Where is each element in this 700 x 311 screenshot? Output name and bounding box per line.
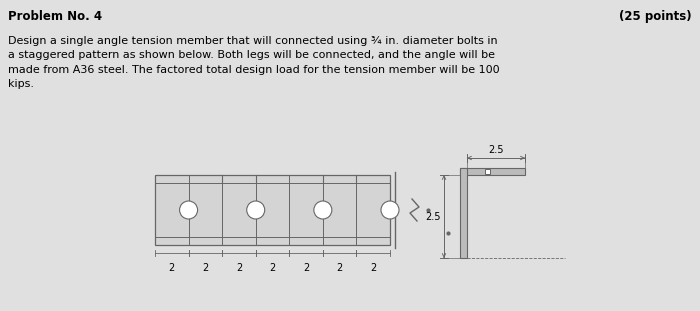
Text: 2: 2 [236,263,242,273]
Bar [460,168,467,258]
Bar [460,168,525,175]
Text: 2: 2 [270,263,276,273]
Text: 2: 2 [370,263,377,273]
Text: 2.5: 2.5 [489,145,504,155]
Text: 2: 2 [337,263,343,273]
Bar [485,169,490,174]
Circle shape [180,201,197,219]
Text: 2.5: 2.5 [426,211,441,221]
Text: Problem No. 4: Problem No. 4 [8,10,102,23]
Circle shape [246,201,265,219]
Text: (25 points): (25 points) [620,10,692,23]
Text: 2: 2 [169,263,175,273]
Circle shape [381,201,399,219]
Circle shape [314,201,332,219]
Text: Design a single angle tension member that will connected using ¾ in. diameter bo: Design a single angle tension member tha… [8,36,500,89]
Text: 2: 2 [303,263,309,273]
Bar [155,175,390,245]
Text: 2: 2 [202,263,209,273]
